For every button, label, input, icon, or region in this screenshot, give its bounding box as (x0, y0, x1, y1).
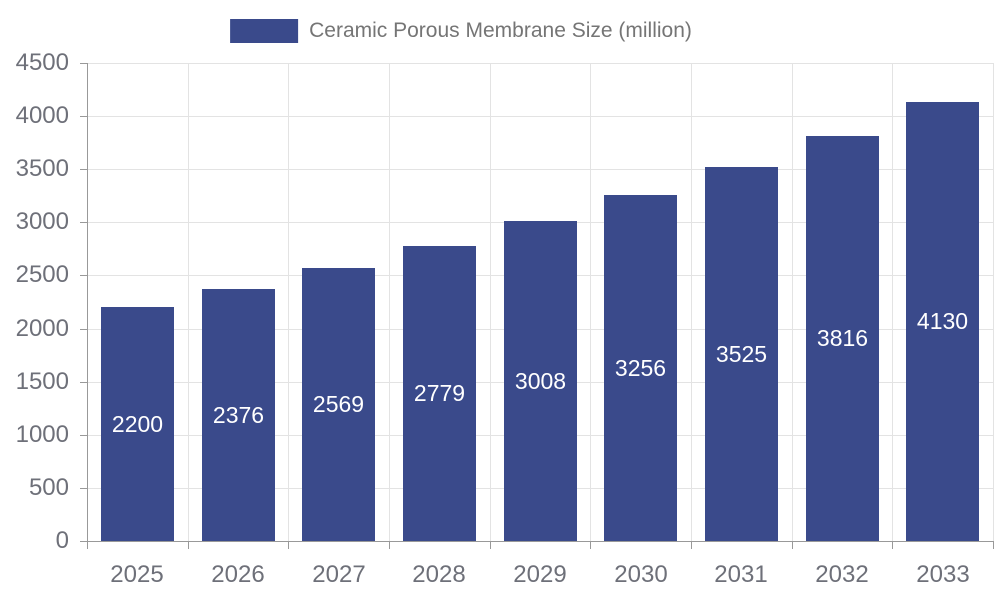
bar-value-label: 3816 (816, 325, 869, 351)
bar-2033[interactable]: 4130 (906, 102, 979, 541)
bar-2026[interactable]: 2376 (202, 289, 275, 541)
gridline-vertical (288, 63, 289, 541)
legend-label: Ceramic Porous Membrane Size (million) (309, 19, 692, 42)
gridline-vertical (389, 63, 390, 541)
x-axis-label: 2029 (513, 561, 567, 588)
gridline-vertical (792, 63, 793, 541)
bar-value-label: 2779 (413, 380, 466, 406)
bar-2027[interactable]: 2569 (302, 268, 375, 541)
gridline-horizontal (87, 63, 993, 64)
gridline-horizontal (87, 116, 993, 117)
y-axis-label: 3500 (15, 155, 69, 182)
x-axis-label: 2032 (815, 561, 869, 588)
y-axis-tick (80, 329, 87, 330)
y-axis-label: 0 (55, 527, 69, 554)
bar-2025[interactable]: 2200 (101, 307, 174, 541)
x-axis-tick (993, 541, 994, 549)
y-axis-label: 4000 (15, 102, 69, 129)
y-axis-label: 500 (28, 474, 69, 501)
y-axis-label: 4500 (15, 49, 69, 76)
y-axis-tick (80, 541, 87, 542)
x-axis-line (87, 541, 993, 542)
x-axis-tick (792, 541, 793, 549)
y-axis-tick (80, 488, 87, 489)
bar-2028[interactable]: 2779 (403, 246, 476, 541)
x-axis-tick (288, 541, 289, 549)
gridline-vertical (188, 63, 189, 541)
bar-2029[interactable]: 3008 (504, 221, 577, 541)
bar-value-label: 2376 (212, 401, 265, 428)
x-axis-label: 2028 (412, 561, 466, 588)
y-axis-label: 2000 (15, 315, 69, 342)
bar-2030[interactable]: 3256 (604, 195, 677, 541)
y-axis-tick (80, 275, 87, 276)
legend-item[interactable]: Ceramic Porous Membrane Size (million) (230, 19, 692, 43)
bar-2031[interactable]: 3525 (705, 167, 778, 541)
y-axis-tick (80, 435, 87, 436)
x-axis-label: 2025 (110, 561, 164, 588)
y-axis-tick (80, 63, 87, 64)
x-axis-tick (87, 541, 88, 549)
legend-swatch (230, 19, 299, 43)
bar-value-label: 2200 (111, 410, 164, 437)
gridline-horizontal (87, 169, 993, 170)
y-axis-tick (80, 382, 87, 383)
x-axis-tick (389, 541, 390, 549)
x-axis-label: 2031 (714, 561, 768, 588)
y-axis-label: 1000 (15, 421, 69, 448)
gridline-vertical (590, 63, 591, 541)
bar-value-label: 3525 (715, 340, 768, 367)
bar-value-label: 4130 (916, 308, 969, 334)
x-axis-label: 2026 (211, 561, 265, 588)
x-axis-tick (188, 541, 189, 549)
y-axis-tick (80, 116, 87, 117)
x-axis-label: 2030 (614, 561, 668, 588)
x-axis-tick (892, 541, 893, 549)
x-axis-tick (590, 541, 591, 549)
y-axis-label: 1500 (15, 368, 69, 395)
gridline-vertical (691, 63, 692, 541)
gridline-vertical (490, 63, 491, 541)
bar-value-label: 2569 (312, 391, 365, 417)
x-axis-label: 2027 (312, 561, 366, 588)
y-axis-line (87, 63, 88, 541)
y-axis-label: 2500 (15, 261, 69, 288)
bar-value-label: 3256 (614, 354, 667, 381)
x-axis-tick (691, 541, 692, 549)
y-axis-tick (80, 222, 87, 223)
gridline-vertical (993, 63, 994, 541)
y-axis-tick (80, 169, 87, 170)
y-axis-label: 3000 (15, 208, 69, 235)
gridline-vertical (892, 63, 893, 541)
x-axis-tick (490, 541, 491, 549)
x-axis-label: 2033 (916, 561, 970, 588)
bar-2032[interactable]: 3816 (806, 136, 879, 541)
bar-value-label: 3008 (514, 367, 567, 394)
